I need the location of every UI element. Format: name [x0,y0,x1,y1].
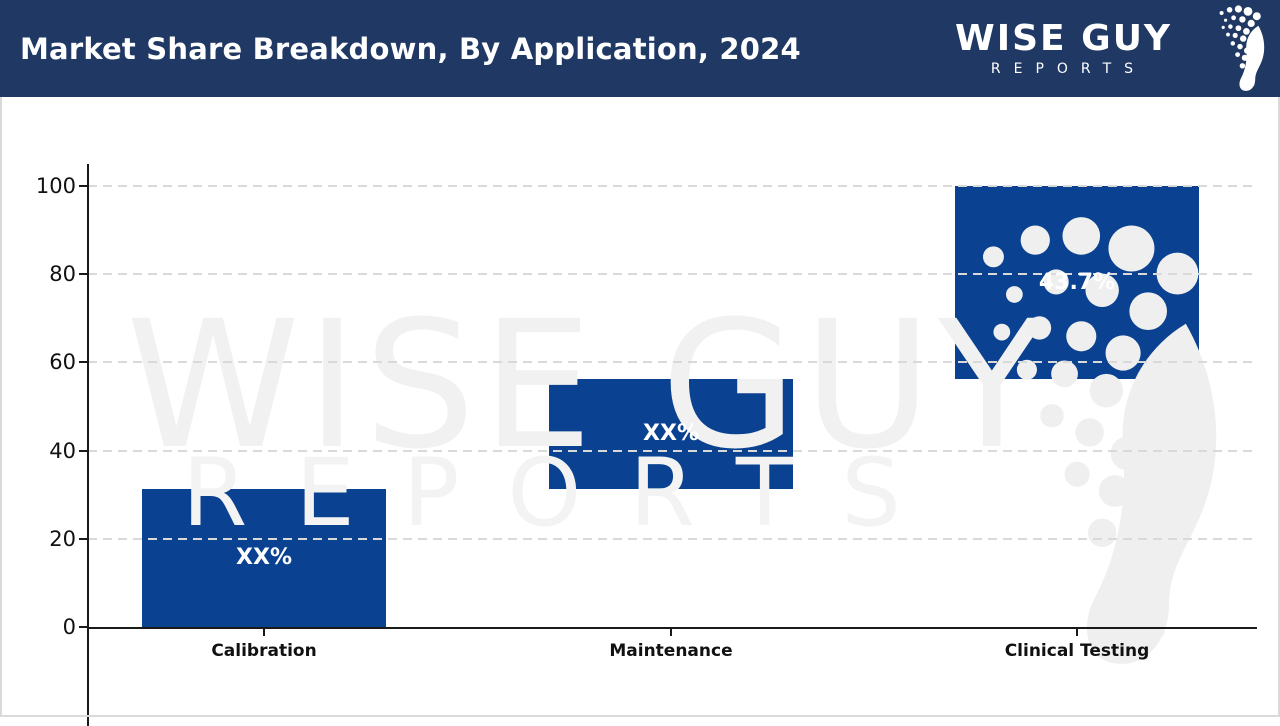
gridline [88,361,1256,364]
y-tick-label: 60 [49,350,76,375]
y-tick-label: 40 [49,438,76,463]
x-category-label: Calibration [211,641,317,661]
y-tick [79,449,87,452]
x-tick [1076,629,1078,636]
x-category-label: Maintenance [609,641,733,661]
x-tick [670,629,672,636]
y-tick-label: 80 [49,262,76,287]
bar-calibration: XX% [142,488,386,627]
y-tick [79,537,87,540]
dotted-head-icon [1219,4,1265,91]
y-tick-label: 0 [62,615,76,639]
brand-logo: WISE GUY REPORTS [955,0,1270,97]
brand-name: WISE GUY [954,18,1172,59]
gridline [88,273,1256,276]
page-title: Market Share Breakdown, By Application, … [20,31,801,66]
y-tick-label: 20 [49,526,76,551]
brand-logo-text: WISE GUY REPORTS [954,18,1172,77]
y-tick [79,185,87,187]
header-band: Market Share Breakdown, By Application, … [0,0,1280,97]
gridline [88,537,1256,540]
x-tick [263,629,265,636]
bar-value-label: 43.7% [1038,269,1116,295]
bar-maintenance: XX% [549,378,793,489]
watermark-subtext: REPORTS [182,439,949,548]
y-tick [79,273,87,276]
x-category-label: Clinical Testing [1004,641,1150,661]
y-axis-line [87,164,89,726]
brand-subname: REPORTS [990,61,1147,77]
bar-value-label: XX% [643,421,699,447]
watermark-head-icon [983,217,1217,664]
watermark-text: WISE GUY [126,283,1052,488]
chart-area: WISE GUY REPORTS XX% XX% 43.7% 0 20 40 60 80 10… [0,97,1280,726]
gridline [88,449,1256,452]
bar-value-label: XX% [236,545,292,571]
x-axis-line [87,627,1257,629]
y-tick [79,361,87,364]
y-tick [79,626,87,628]
y-tick-label: 100 [35,174,76,198]
gridline [88,185,1256,187]
